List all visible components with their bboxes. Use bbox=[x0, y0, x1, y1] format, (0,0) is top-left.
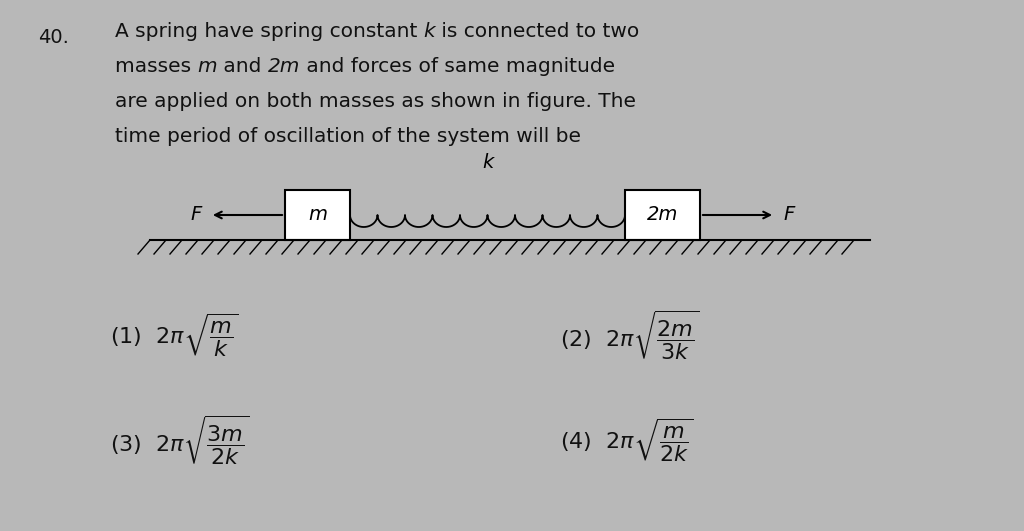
Text: k: k bbox=[424, 22, 435, 41]
Text: F: F bbox=[783, 205, 795, 225]
Text: and forces of same magnitude: and forces of same magnitude bbox=[300, 57, 615, 76]
Text: time period of oscillation of the system will be: time period of oscillation of the system… bbox=[115, 127, 581, 146]
Text: 40.: 40. bbox=[38, 28, 69, 47]
Text: 2m: 2m bbox=[647, 205, 678, 225]
Text: masses: masses bbox=[115, 57, 198, 76]
Text: F: F bbox=[190, 205, 202, 225]
Bar bbox=[625, 190, 700, 240]
Bar bbox=[285, 190, 350, 240]
Text: k: k bbox=[482, 153, 494, 172]
Text: 2m: 2m bbox=[268, 57, 300, 76]
Text: (3)  $2\pi\sqrt{\dfrac{3m}{2k}}$: (3) $2\pi\sqrt{\dfrac{3m}{2k}}$ bbox=[110, 413, 250, 467]
Text: and: and bbox=[217, 57, 268, 76]
Text: (1)  $2\pi\sqrt{\dfrac{m}{k}}$: (1) $2\pi\sqrt{\dfrac{m}{k}}$ bbox=[110, 311, 239, 358]
Text: (2)  $2\pi\sqrt{\dfrac{2m}{3k}}$: (2) $2\pi\sqrt{\dfrac{2m}{3k}}$ bbox=[560, 309, 699, 362]
Text: (4)  $2\pi\sqrt{\dfrac{m}{2k}}$: (4) $2\pi\sqrt{\dfrac{m}{2k}}$ bbox=[560, 416, 694, 464]
Text: m: m bbox=[198, 57, 217, 76]
Text: is connected to two: is connected to two bbox=[435, 22, 640, 41]
Text: are applied on both masses as shown in figure. The: are applied on both masses as shown in f… bbox=[115, 92, 636, 111]
Text: A spring have spring constant: A spring have spring constant bbox=[115, 22, 424, 41]
Text: m: m bbox=[308, 205, 327, 225]
